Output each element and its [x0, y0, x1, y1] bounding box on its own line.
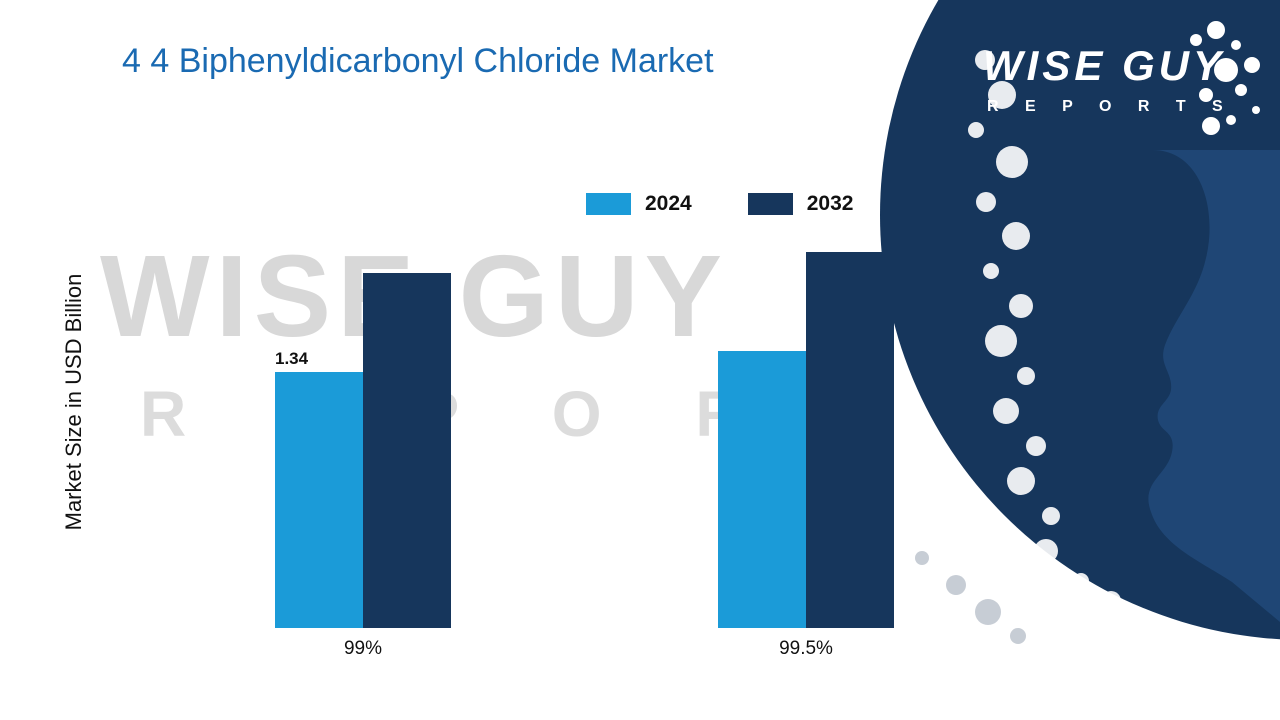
legend-swatch	[747, 193, 793, 215]
bar-2024-99.5%	[718, 351, 806, 628]
legend-swatch	[586, 193, 631, 215]
bar-wrap	[718, 346, 806, 628]
legend-item: 2024	[586, 192, 692, 216]
bar-wrap: 1.34	[275, 350, 363, 628]
legend-label: 2024	[645, 192, 692, 215]
bar-2024-99%	[275, 372, 363, 628]
logo-tagline: R E P O R T S	[987, 98, 1234, 115]
bar-group: 1.34 99%	[275, 268, 451, 659]
category-label: 99.5%	[779, 638, 833, 659]
bar-2032-99.5%	[806, 252, 894, 628]
legend-item: 2032	[747, 192, 854, 216]
legend-label: 2032	[806, 192, 854, 215]
page-title: 4 4 Biphenyldicarbonyl Chloride Market	[122, 42, 714, 80]
category-label: 99%	[343, 638, 383, 659]
bar-wrap	[363, 268, 451, 628]
logo-name: WISE GUY	[983, 42, 1226, 89]
legend: 2024 2032	[586, 192, 853, 216]
bar-group: 99.5%	[718, 247, 894, 659]
bar-2032-99%	[363, 273, 451, 628]
bar-value-label: 1.34	[275, 349, 309, 368]
brand-logo: WISE GUY R E P O R T S	[983, 42, 1234, 116]
bar-wrap	[806, 247, 894, 628]
